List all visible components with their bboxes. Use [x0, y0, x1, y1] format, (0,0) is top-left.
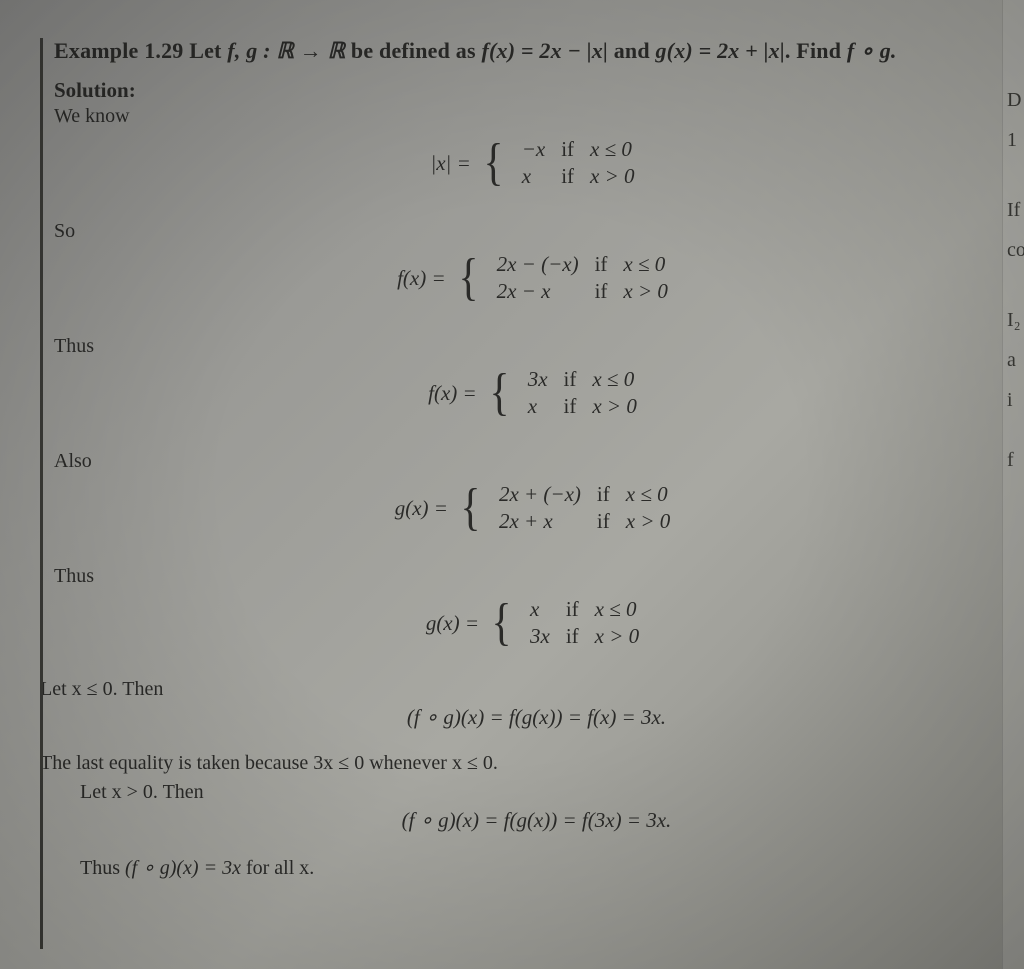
margin-text: If — [1007, 190, 1024, 230]
g2-r2-cond: x > 0 — [587, 623, 648, 650]
g1-r1-val: 2x + (−x) — [491, 481, 589, 508]
g1-lhs: g(x) = — [395, 496, 448, 521]
thus-word-1: Thus — [54, 335, 1019, 358]
g-definition-expanded: g(x) = { 2x + (−x) if x ≤ 0 2x + x if x … — [54, 481, 1019, 535]
stmt-fdef: f(x) = 2x − |x| — [481, 38, 608, 63]
solution-label: Solution: — [54, 78, 1019, 103]
f-definition-simplified: f(x) = { 3x if x ≤ 0 x if x > 0 — [54, 366, 1019, 420]
example-label: Example 1.29 — [54, 38, 184, 63]
concl-suffix: for all x. — [241, 857, 314, 879]
f2-r2-cond: x > 0 — [584, 393, 645, 420]
abs-r1-if: if — [553, 136, 582, 163]
f2-r2-val: x — [520, 393, 556, 420]
stmt-gdef: g(x) = 2x + |x| — [655, 38, 784, 63]
example-heading: Example 1.29 Let f, g : ℝ → ℝ be defined… — [54, 38, 1019, 64]
g-definition-simplified: g(x) = { x if x ≤ 0 3x if x > 0 — [54, 596, 1019, 650]
f1-lhs: f(x) = — [397, 266, 446, 291]
margin-text: f — [1007, 440, 1024, 480]
abs-r2-if: if — [553, 163, 582, 190]
g1-r2-if: if — [589, 508, 618, 535]
f-definition-expanded: f(x) = { 2x − (−x) if x ≤ 0 2x − x if x … — [54, 251, 1019, 305]
f1-r2-if: if — [587, 278, 616, 305]
abs-r2-val: x — [514, 163, 554, 190]
brace-icon: { — [460, 485, 480, 532]
f1-r2-cond: x > 0 — [615, 278, 676, 305]
g1-r2-cond: x > 0 — [618, 508, 679, 535]
f1-r2-val: 2x − x — [489, 278, 587, 305]
concl-eq: (f ∘ g)(x) = 3x — [125, 857, 241, 879]
margin-text: i — [1007, 380, 1024, 420]
left-margin-rule — [40, 38, 43, 949]
let-case-1: Let x ≤ 0. Then — [40, 678, 1019, 701]
margin-text: co — [1007, 230, 1024, 270]
textbook-page: Example 1.29 Let f, g : ℝ → ℝ be defined… — [20, 20, 1019, 959]
abs-definition: |x| = { −x if x ≤ 0 x if x > 0 — [54, 136, 1019, 190]
g1-r1-if: if — [589, 481, 618, 508]
stmt-prefix: Let — [189, 38, 227, 63]
so-word: So — [54, 220, 1019, 243]
f2-lhs: f(x) = — [428, 381, 477, 406]
g2-r1-cond: x ≤ 0 — [587, 596, 648, 623]
f2-r1-if: if — [556, 366, 585, 393]
let-case-2: Let x > 0. Then — [80, 781, 1019, 804]
brace-icon: { — [489, 370, 509, 417]
g2-r1-if: if — [558, 596, 587, 623]
f1-r1-if: if — [587, 251, 616, 278]
margin-text: D — [1007, 80, 1024, 120]
concl-prefix: Thus — [80, 857, 125, 879]
margin-text: I₂ — [1007, 300, 1024, 340]
g2-r2-val: 3x — [522, 623, 558, 650]
stmt-mid: be defined as — [345, 38, 481, 63]
f1-r1-val: 2x − (−x) — [489, 251, 587, 278]
brace-icon: { — [492, 600, 512, 647]
f2-r1-cond: x ≤ 0 — [584, 366, 645, 393]
abs-r1-cond: x ≤ 0 — [582, 136, 643, 163]
thus-word-2: Thus — [54, 565, 1019, 588]
fog-case-1: (f ∘ g)(x) = f(g(x)) = f(x) = 3x. — [54, 705, 1019, 730]
stmt-find: . Find — [785, 38, 847, 63]
abs-r1-val: −x — [514, 136, 554, 163]
f2-r2-if: if — [556, 393, 585, 420]
brace-icon: { — [483, 140, 503, 187]
stmt-fog: f ∘ g. — [847, 38, 897, 63]
conclusion: Thus (f ∘ g)(x) = 3x for all x. — [80, 855, 1019, 880]
stmt-fg: f, g : ℝ → ℝ — [227, 38, 345, 63]
explanation: The last equality is taken because 3x ≤ … — [40, 752, 1019, 775]
adjacent-page-sliver: D 1 If co I₂ a i f — [1002, 0, 1024, 969]
brace-icon: { — [458, 255, 478, 302]
f2-r1-val: 3x — [520, 366, 556, 393]
margin-text: 1 — [1007, 120, 1024, 160]
g1-r1-cond: x ≤ 0 — [618, 481, 679, 508]
g2-r1-val: x — [522, 596, 558, 623]
abs-lhs: |x| = — [430, 151, 470, 176]
we-know: We know — [54, 105, 1019, 128]
g2-lhs: g(x) = — [426, 611, 479, 636]
also-word: Also — [54, 450, 1019, 473]
fog-case-2: (f ∘ g)(x) = f(g(x)) = f(3x) = 3x. — [54, 808, 1019, 833]
stmt-and: and — [608, 38, 655, 63]
margin-text: a — [1007, 340, 1024, 380]
g2-r2-if: if — [558, 623, 587, 650]
f1-r1-cond: x ≤ 0 — [615, 251, 676, 278]
g1-r2-val: 2x + x — [491, 508, 589, 535]
abs-r2-cond: x > 0 — [582, 163, 643, 190]
